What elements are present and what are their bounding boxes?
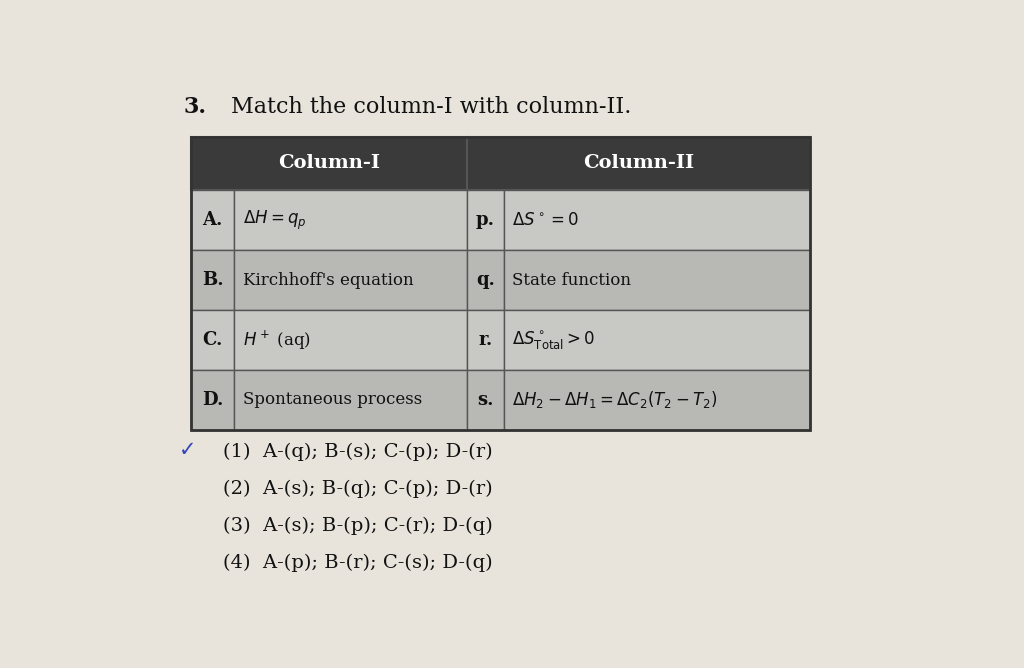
Bar xyxy=(504,370,811,430)
Bar xyxy=(191,370,233,430)
Bar xyxy=(504,190,811,250)
Text: Column-II: Column-II xyxy=(583,154,694,172)
Text: (1)  A-(q); B-(s); C-(p); D-(r): (1) A-(q); B-(s); C-(p); D-(r) xyxy=(223,443,493,461)
Bar xyxy=(191,310,233,370)
Bar xyxy=(467,310,504,370)
Text: r.: r. xyxy=(478,331,493,349)
Text: A.: A. xyxy=(203,211,223,229)
Bar xyxy=(467,137,811,190)
Text: Spontaneous process: Spontaneous process xyxy=(243,391,422,408)
Bar xyxy=(191,190,233,250)
Text: $\Delta S^\circ_{\mathrm{Total}} > 0$: $\Delta S^\circ_{\mathrm{Total}} > 0$ xyxy=(512,329,596,351)
Text: $H^+$ (aq): $H^+$ (aq) xyxy=(243,328,311,351)
Text: p.: p. xyxy=(476,211,495,229)
Bar xyxy=(233,310,467,370)
Text: Column-I: Column-I xyxy=(279,154,380,172)
Text: q.: q. xyxy=(476,271,495,289)
Text: ✓: ✓ xyxy=(179,440,197,460)
Text: (3)  A-(s); B-(p); C-(r); D-(q): (3) A-(s); B-(p); C-(r); D-(q) xyxy=(223,517,493,535)
Bar xyxy=(504,310,811,370)
Text: 3.: 3. xyxy=(183,96,207,118)
Bar xyxy=(191,250,233,310)
Bar xyxy=(191,137,467,190)
Bar xyxy=(233,250,467,310)
Text: (2)  A-(s); B-(q); C-(p); D-(r): (2) A-(s); B-(q); C-(p); D-(r) xyxy=(223,480,493,498)
Bar xyxy=(504,250,811,310)
Text: Kirchhoff's equation: Kirchhoff's equation xyxy=(243,271,414,289)
Text: C.: C. xyxy=(203,331,223,349)
Text: $\Delta H_2 - \Delta H_1 = \Delta C_2(T_2 - T_2)$: $\Delta H_2 - \Delta H_1 = \Delta C_2(T_… xyxy=(512,389,718,410)
Text: s.: s. xyxy=(477,391,494,409)
Bar xyxy=(233,190,467,250)
Text: State function: State function xyxy=(512,271,631,289)
Bar xyxy=(191,137,811,430)
Text: $\Delta H = q_p$: $\Delta H = q_p$ xyxy=(243,208,307,232)
Bar xyxy=(467,190,504,250)
Text: $\Delta S^\circ = 0$: $\Delta S^\circ = 0$ xyxy=(512,212,580,228)
Bar xyxy=(467,250,504,310)
Text: (4)  A-(p); B-(r); C-(s); D-(q): (4) A-(p); B-(r); C-(s); D-(q) xyxy=(223,554,493,572)
Text: Match the column-I with column-II.: Match the column-I with column-II. xyxy=(231,96,632,118)
Bar xyxy=(233,370,467,430)
Text: D.: D. xyxy=(202,391,223,409)
Bar xyxy=(467,370,504,430)
Text: B.: B. xyxy=(202,271,223,289)
